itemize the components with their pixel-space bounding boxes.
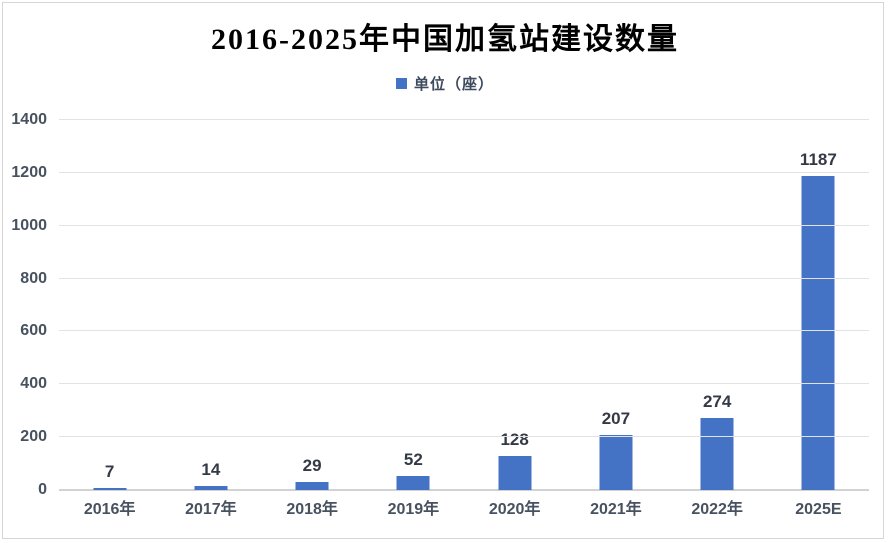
bar-2017年 xyxy=(194,486,228,490)
y-axis-tick-label: 200 xyxy=(20,428,47,446)
bar-2022年 xyxy=(700,417,734,490)
data-label-2017年: 14 xyxy=(201,460,221,480)
plot-area: 7 2016年 14 2017年 29 2018年 52 2019年 128 2020年 207 20… xyxy=(11,112,869,518)
gridline-1400 xyxy=(59,119,869,120)
x-axis-category-label: 2022年 xyxy=(691,501,743,518)
bar-2018年 xyxy=(295,482,329,490)
bar-column-2021年: 207 2021年 xyxy=(565,120,666,517)
data-label-2016年: 7 xyxy=(104,462,115,482)
x-axis-category-label: 2020年 xyxy=(488,501,541,518)
gridline-600 xyxy=(59,330,869,332)
bar-column-2017年: 14 2017年 xyxy=(160,120,261,517)
gridline-1000 xyxy=(59,224,869,226)
bar-column-2022年: 274 2022年 xyxy=(667,120,768,518)
y-axis-tick-label: 1000 xyxy=(11,216,47,234)
data-label-2025E: 1187 xyxy=(799,150,837,170)
gridline-1200 xyxy=(59,171,869,173)
gridline-400 xyxy=(59,383,869,385)
x-axis-category-label: 2017年 xyxy=(185,501,237,518)
y-axis-tick-label: 800 xyxy=(20,269,47,287)
data-label-2022年: 274 xyxy=(702,391,732,411)
chart-title: 2016-2025年中国加氢站建设数量 xyxy=(211,23,679,56)
x-axis-category-label: 2025E xyxy=(795,501,842,518)
y-axis-tick-label: 600 xyxy=(20,322,47,340)
bar-2020年 xyxy=(498,456,532,490)
x-axis-category-label: 2016年 xyxy=(83,501,136,518)
data-label-2019年: 52 xyxy=(403,450,423,470)
bar-2016年 xyxy=(93,488,127,490)
bar-column-2018年: 29 2018年 xyxy=(262,120,363,517)
bar-2021年 xyxy=(599,435,633,490)
x-axis-category-label: 2021年 xyxy=(590,501,642,518)
bar-column-2019年: 52 2019年 xyxy=(363,120,464,517)
bar-column-2016年: 7 2016年 xyxy=(59,120,160,517)
legend: 单位（座） xyxy=(0,73,890,94)
y-axis-tick-label: 400 xyxy=(20,375,47,393)
data-label-2021年: 207 xyxy=(601,409,631,429)
legend-swatch-icon xyxy=(395,78,407,89)
x-axis-line xyxy=(59,489,869,491)
bar-columns: 7 2016年 14 2017年 29 2018年 52 2019年 128 2020年 207 20… xyxy=(59,120,869,518)
y-axis-tick-label: 1400 xyxy=(11,111,47,128)
x-axis-category-label: 2019年 xyxy=(387,501,440,518)
legend-label: 单位（座） xyxy=(413,76,494,93)
bar-column-2020年: 128 2020年 xyxy=(464,120,565,517)
gridline-200 xyxy=(59,436,869,438)
data-label-2018年: 29 xyxy=(302,456,322,476)
y-axis-tick-label: 1200 xyxy=(11,163,47,181)
data-label-2020年: 128 xyxy=(500,430,529,450)
x-axis-category-label: 2018年 xyxy=(286,501,338,518)
bar-2019年 xyxy=(396,476,430,490)
bar-column-2025E: 1187 2025E xyxy=(768,120,869,517)
gridline-800 xyxy=(59,277,869,279)
bar-2025E xyxy=(801,176,835,490)
y-axis-tick-label: 0 xyxy=(38,481,47,498)
